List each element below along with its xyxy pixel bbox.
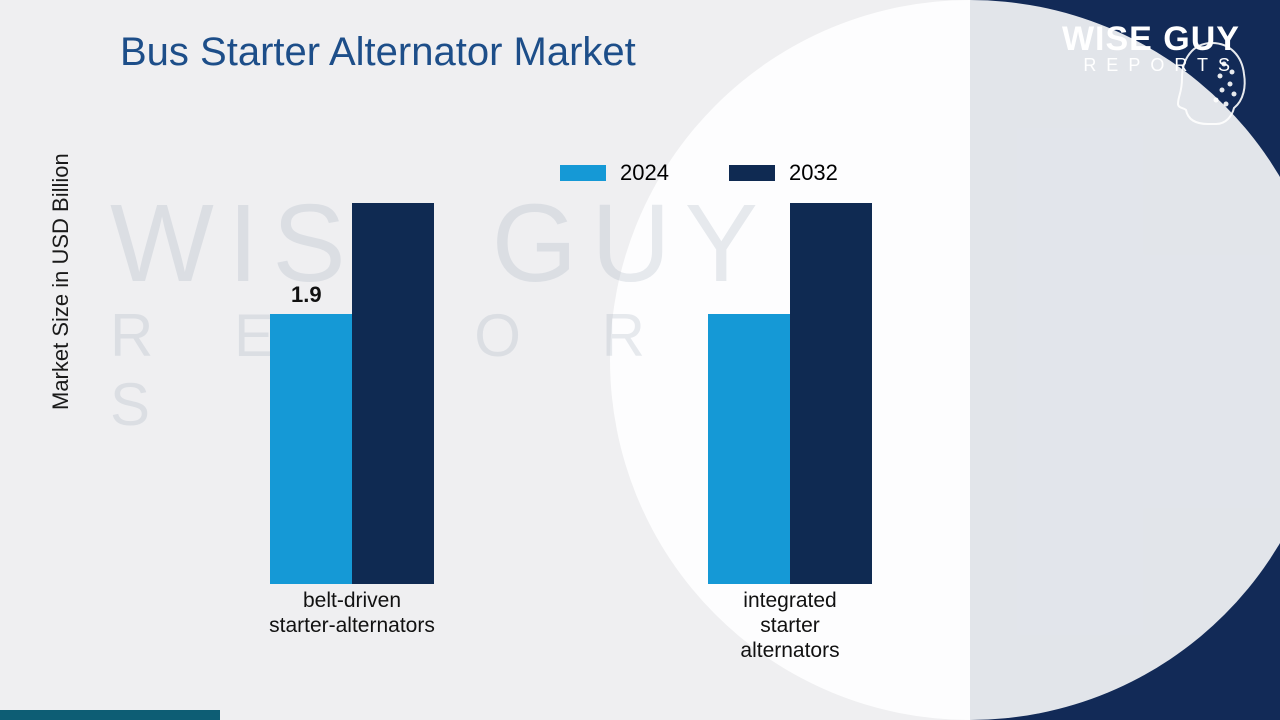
x-axis-label: belt-drivenstarter-alternators: [242, 588, 462, 638]
bar-group: [708, 203, 872, 584]
bar: [352, 203, 434, 584]
legend-swatch-2032: [729, 165, 775, 181]
chart-title: Bus Starter Alternator Market: [120, 30, 636, 75]
head-icon: [1172, 38, 1252, 128]
y-axis-label: Market Size in USD Billion: [48, 153, 74, 410]
bar: [790, 203, 872, 584]
plot-area: 1.9belt-drivenstarter-alternatorsintegra…: [110, 200, 930, 584]
legend-item-2024: 2024: [560, 160, 669, 186]
brand-logo: WISE GUY REPORTS: [1062, 20, 1240, 76]
bar: [270, 314, 352, 584]
legend-item-2032: 2032: [729, 160, 838, 186]
legend-label-2024: 2024: [620, 160, 669, 186]
x-axis-label: integratedstarteralternators: [680, 588, 900, 664]
bar: [708, 314, 790, 584]
bar-group: [270, 203, 434, 584]
legend-label-2032: 2032: [789, 160, 838, 186]
legend: 2024 2032: [560, 160, 838, 186]
bottom-accent: [0, 710, 220, 720]
chart-canvas: WISE GUY R E P O R T S WISE GUY REPORTS …: [0, 0, 1280, 720]
legend-swatch-2024: [560, 165, 606, 181]
